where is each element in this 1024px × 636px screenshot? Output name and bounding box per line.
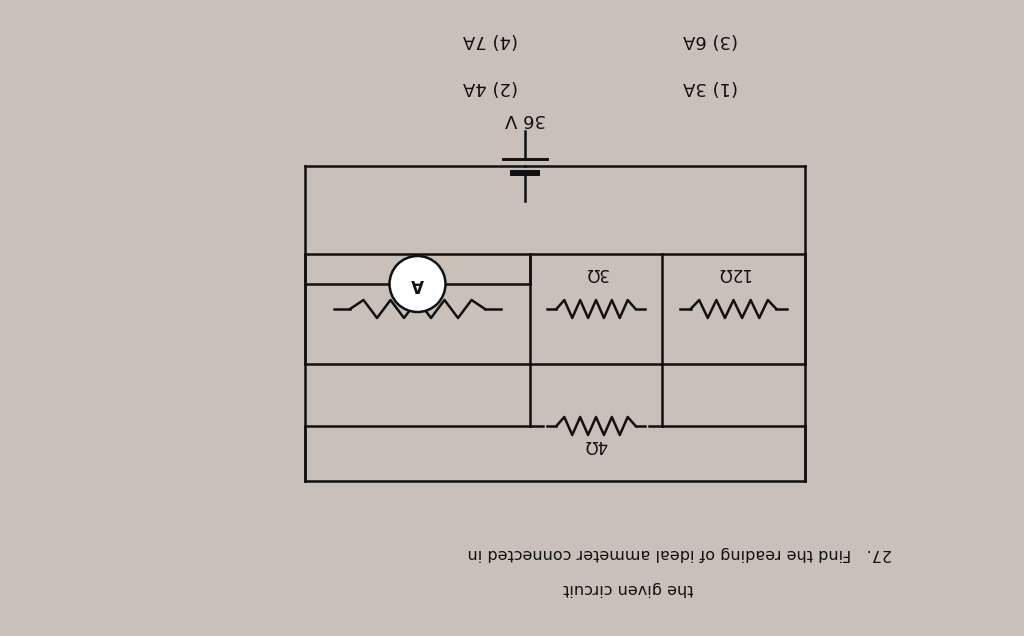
Text: (2) 4A: (2) 4A [463,78,517,96]
Circle shape [389,256,445,312]
Text: (1) 3A: (1) 3A [683,78,737,96]
Text: 4Ω: 4Ω [585,436,607,454]
Text: (3) 6A: (3) 6A [683,31,737,49]
Text: (4) 7A: (4) 7A [463,31,517,49]
Text: 36 V: 36 V [505,110,546,128]
Text: 6Ω: 6Ω [406,264,429,282]
Text: 27.   Find the reading of ideal ammeter connected in: 27. Find the reading of ideal ammeter co… [468,546,892,561]
Text: the given circuit: the given circuit [563,581,797,596]
Text: 12Ω: 12Ω [717,264,751,282]
Text: 3Ω: 3Ω [585,264,607,282]
Text: A: A [411,275,424,293]
